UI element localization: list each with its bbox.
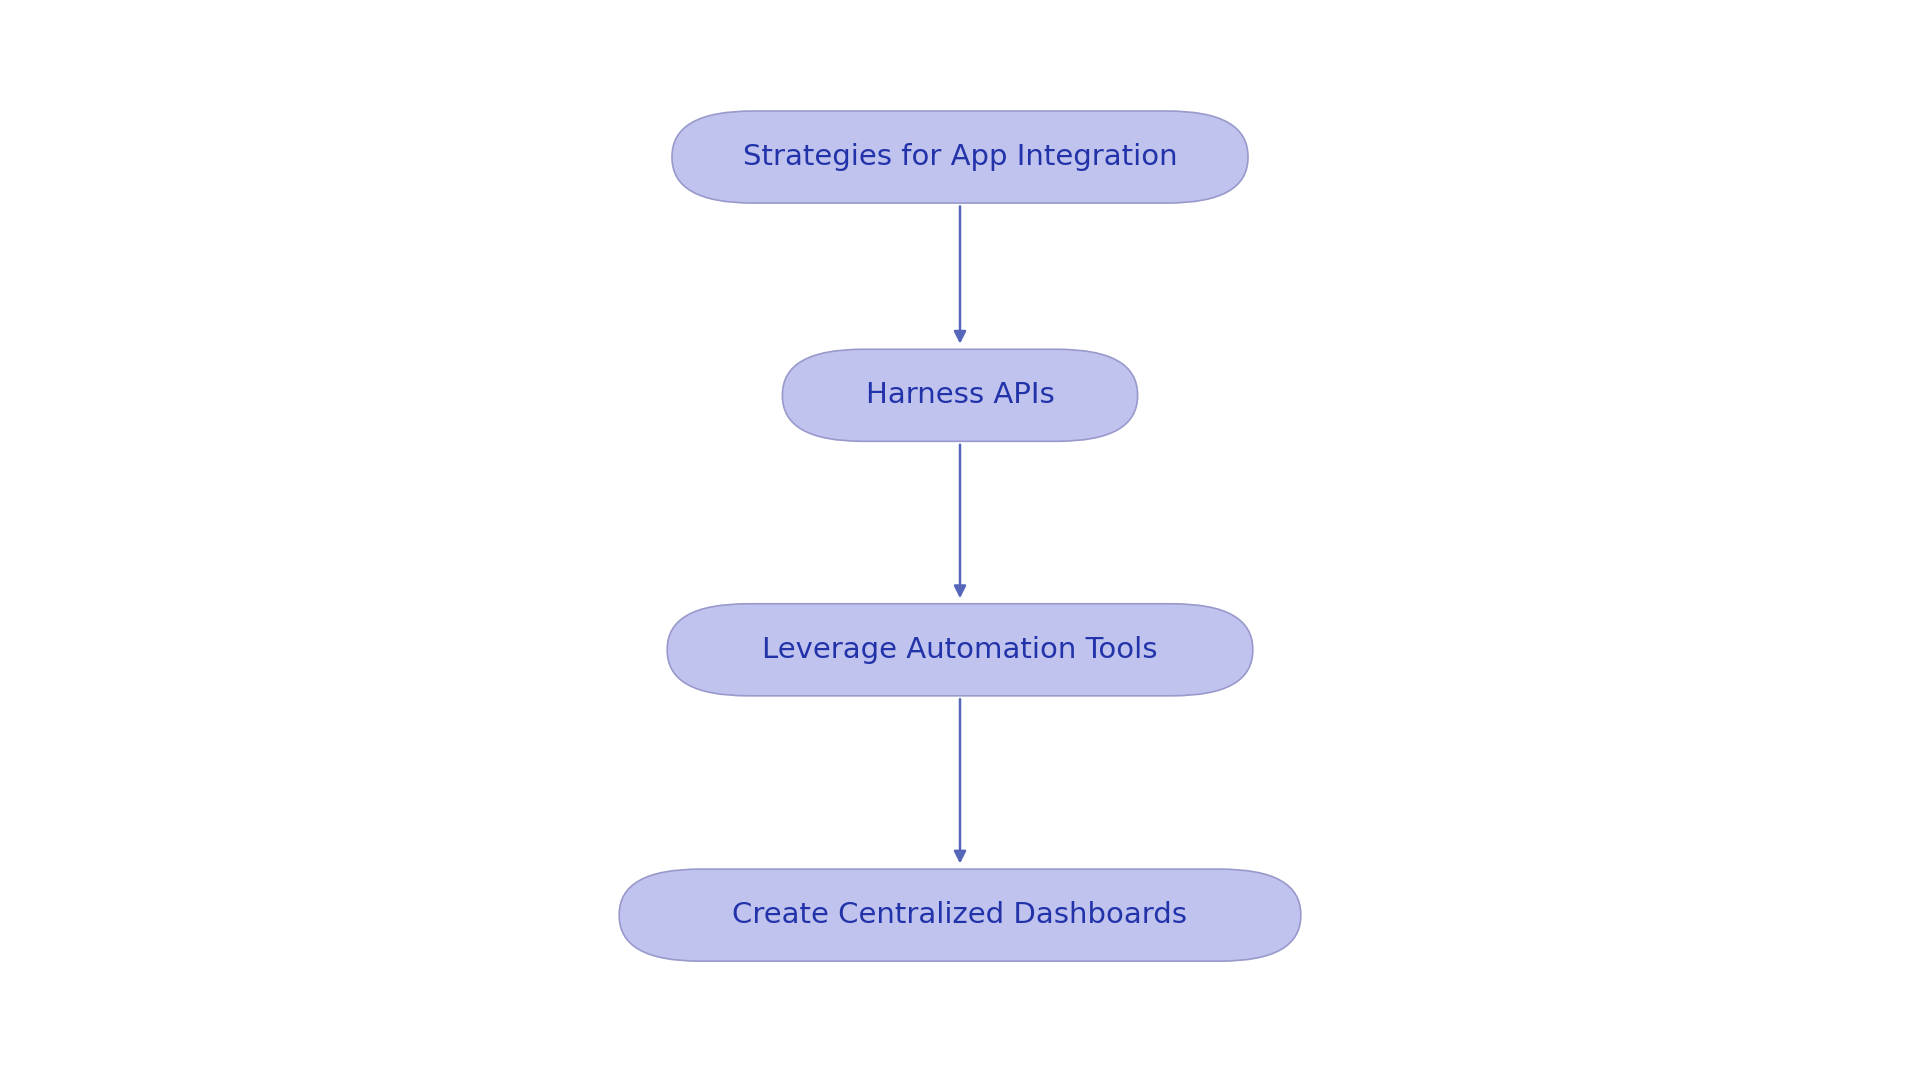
Text: Harness APIs: Harness APIs xyxy=(866,381,1054,409)
Text: Leverage Automation Tools: Leverage Automation Tools xyxy=(762,636,1158,664)
FancyBboxPatch shape xyxy=(668,603,1254,695)
Text: Strategies for App Integration: Strategies for App Integration xyxy=(743,143,1177,171)
FancyBboxPatch shape xyxy=(672,112,1248,204)
Text: Create Centralized Dashboards: Create Centralized Dashboards xyxy=(733,901,1187,929)
FancyBboxPatch shape xyxy=(783,349,1137,442)
FancyBboxPatch shape xyxy=(618,869,1302,962)
